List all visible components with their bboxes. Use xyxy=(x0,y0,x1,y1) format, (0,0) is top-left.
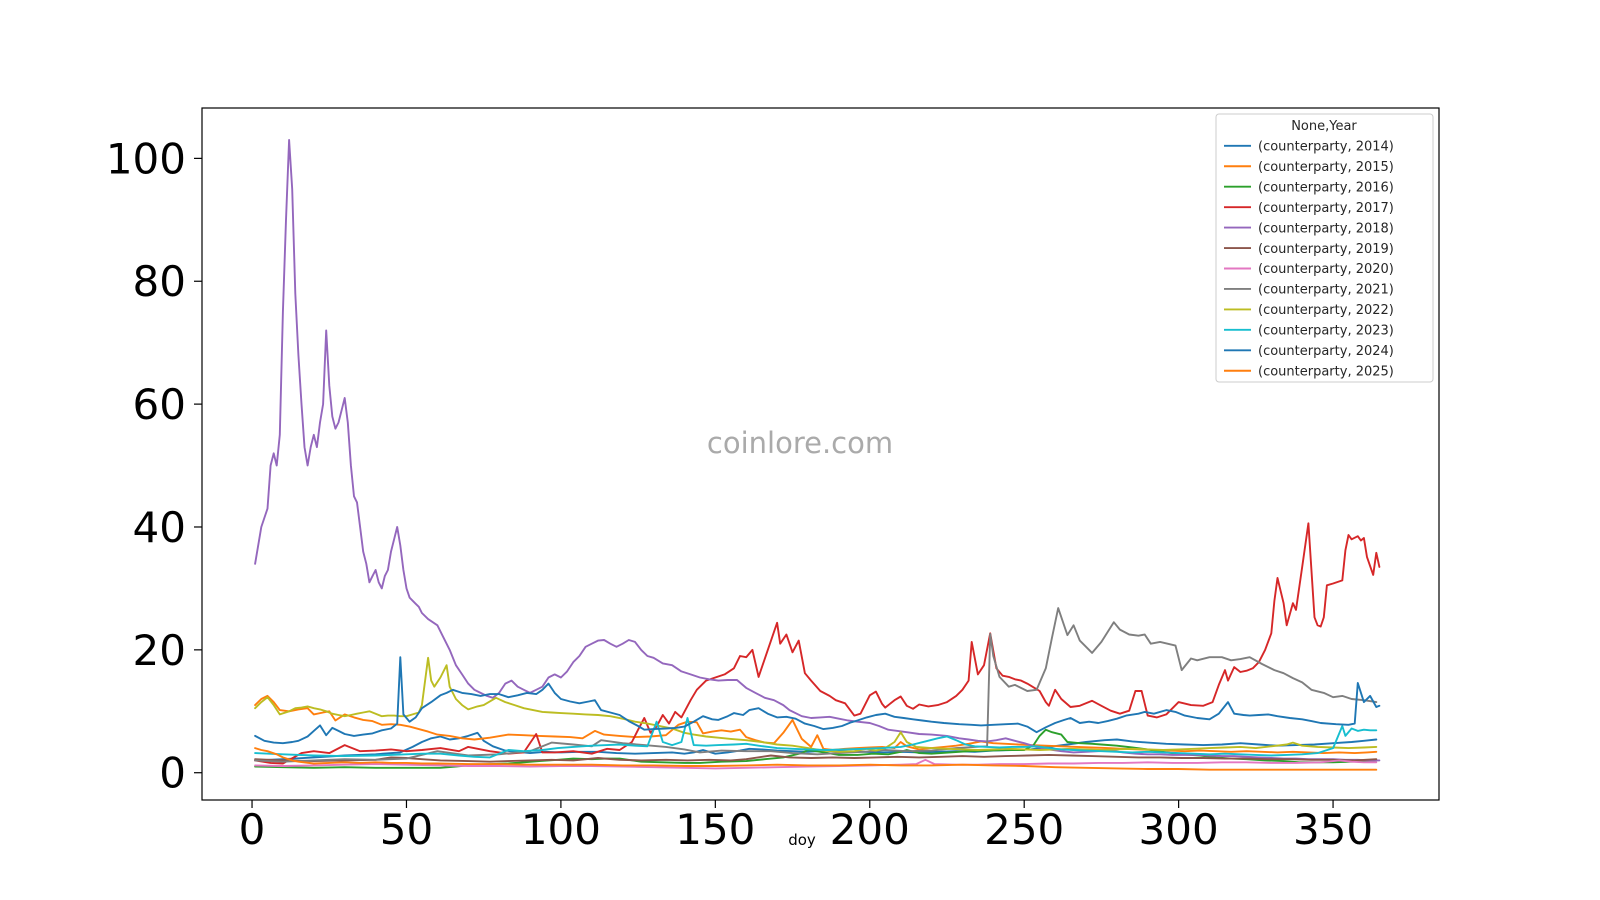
legend-box xyxy=(1215,113,1434,383)
legend-title: None,Year xyxy=(1291,119,1357,134)
legend-entry-label: (counterparty, 2020) xyxy=(1258,262,1394,277)
legend-entry-label: (counterparty, 2015) xyxy=(1258,160,1394,175)
axis-ticks: 0 50 100 150 200 250 300 350 0 20 40 60 80 100 xyxy=(106,134,1373,854)
x-tick-label: 0 xyxy=(239,805,266,854)
legend-entry: (counterparty, 2021) xyxy=(1224,283,1394,298)
legend-entry: (counterparty, 2016) xyxy=(1224,180,1394,195)
x-tick-label: 250 xyxy=(984,805,1064,854)
legend-entry-label: (counterparty, 2014) xyxy=(1258,140,1394,155)
legend-entry: (counterparty, 2014) xyxy=(1224,140,1394,155)
series-line-2025 xyxy=(254,747,1378,771)
legend-entry-label: (counterparty, 2016) xyxy=(1258,180,1394,195)
series-line-2017 xyxy=(254,522,1381,765)
plot-border xyxy=(201,107,1440,801)
x-axis-label: doy xyxy=(788,831,816,849)
series-lines xyxy=(254,138,1381,771)
legend-entry: (counterparty, 2020) xyxy=(1224,262,1394,277)
series-line-2014 xyxy=(254,731,1378,762)
legend-entry-label: (counterparty, 2017) xyxy=(1258,201,1394,216)
legend-entry: (counterparty, 2025) xyxy=(1224,364,1394,379)
y-tick-label: 60 xyxy=(133,380,186,429)
x-tick-label: 200 xyxy=(830,805,910,854)
series-line-2018 xyxy=(254,138,1381,762)
series-line-2020 xyxy=(254,758,1378,770)
legend-entry-label: (counterparty, 2021) xyxy=(1258,283,1394,298)
legend-entry: (counterparty, 2019) xyxy=(1224,242,1394,257)
x-tick-label: 100 xyxy=(521,805,601,854)
x-tick-label: 150 xyxy=(675,805,755,854)
legend-entry: (counterparty, 2022) xyxy=(1224,303,1394,318)
legend-entry-label: (counterparty, 2022) xyxy=(1258,303,1394,318)
y-tick-label: 20 xyxy=(133,626,186,675)
legend-entry: (counterparty, 2024) xyxy=(1224,344,1394,359)
legend-entry-label: (counterparty, 2023) xyxy=(1258,324,1394,339)
series-line-2024 xyxy=(254,656,1381,745)
legend-entries: (counterparty, 2014) (counterparty, 2015)… xyxy=(1224,140,1394,379)
series-line-2021 xyxy=(254,607,1378,763)
legend-entry: (counterparty, 2017) xyxy=(1224,201,1394,216)
y-tick-label: 80 xyxy=(133,257,186,306)
series-line-2019 xyxy=(254,753,1378,763)
legend-entry: (counterparty, 2018) xyxy=(1224,221,1394,236)
y-tick-label: 100 xyxy=(106,134,186,183)
watermark: coinlore.com xyxy=(707,426,893,460)
x-tick-label: 300 xyxy=(1139,805,1219,854)
legend-entry: (counterparty, 2023) xyxy=(1224,324,1394,339)
y-tick-label: 40 xyxy=(133,503,186,552)
legend-entry: (counterparty, 2015) xyxy=(1224,160,1394,175)
legend: None,Year (counterparty, 2014)(counterpa… xyxy=(1215,113,1434,383)
x-tick-label: 50 xyxy=(380,805,433,854)
legend-entry-label: (counterparty, 2018) xyxy=(1258,221,1394,236)
y-tick-label: 0 xyxy=(159,749,186,798)
series-line-2022 xyxy=(254,656,1378,753)
series-line-2023 xyxy=(254,717,1378,759)
legend-entry-label: (counterparty, 2019) xyxy=(1258,242,1394,257)
legend-entry-label: (counterparty, 2025) xyxy=(1258,364,1394,379)
x-tick-label: 350 xyxy=(1293,805,1373,854)
legend-entry-label: (counterparty, 2024) xyxy=(1258,344,1394,359)
